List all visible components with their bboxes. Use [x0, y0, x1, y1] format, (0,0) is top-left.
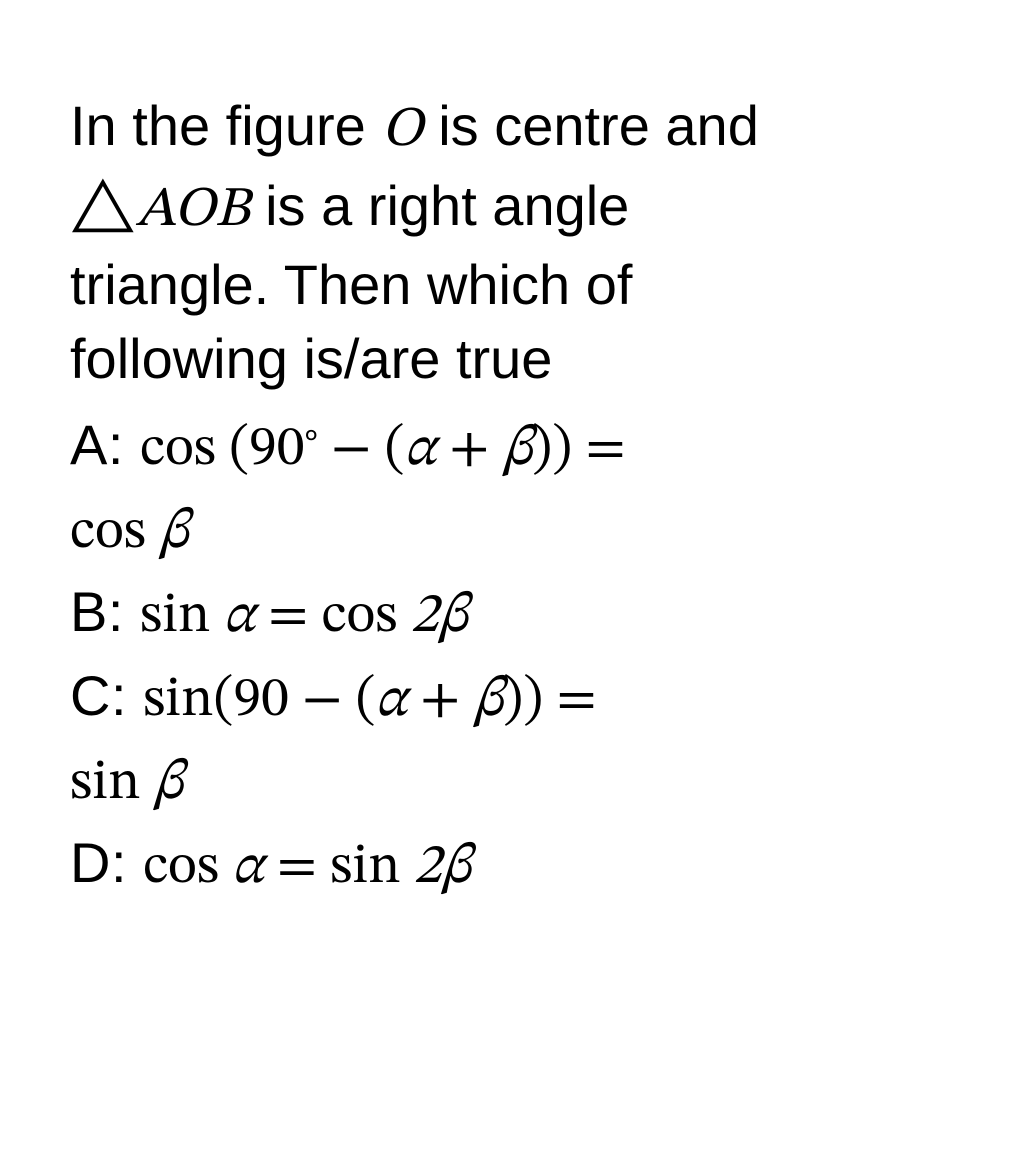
math-expr: sin(90 − ( — [143, 673, 375, 729]
triangle-name: AOB — [136, 183, 250, 239]
math-expr: )) = — [503, 673, 596, 729]
var-beta: β — [154, 756, 184, 812]
triangle-symbol: △ — [70, 183, 136, 239]
var-alpha: α — [223, 589, 254, 645]
math-eq: = — [264, 840, 331, 896]
var-beta: β — [159, 505, 189, 561]
math-fn: cos — [70, 505, 159, 561]
stem-line-3: triangle. Then which of — [70, 249, 974, 321]
math-fn: cos — [143, 840, 232, 896]
math-fn: sin — [140, 589, 224, 645]
math-fn: sin — [70, 756, 154, 812]
math-fn: sin — [330, 840, 414, 896]
option-label-b: B: — [70, 580, 140, 643]
math-expr: + — [436, 422, 503, 478]
stem-line-2: △AOB is a right angle — [70, 170, 974, 248]
answer-options: A: cos (90∘ − (α + β)) = cos β B: sin α … — [70, 409, 974, 905]
math-expr: cos (90 — [140, 422, 304, 478]
question-page: In the figure O is centre and △AOB is a … — [0, 0, 1024, 955]
question-stem: In the figure O is centre and △AOB is a … — [70, 90, 974, 395]
degree-symbol: ∘ — [304, 421, 317, 451]
math-fn: cos — [322, 589, 411, 645]
var-alpha: α — [375, 673, 406, 729]
option-a-line2: cos β — [70, 492, 974, 570]
variable-O: O — [381, 103, 422, 159]
math-expr: )) = — [532, 422, 625, 478]
var-beta: 2β — [414, 840, 471, 896]
math-expr: + — [407, 673, 474, 729]
stem-text: In the figure — [70, 94, 381, 157]
option-label-c: C: — [70, 664, 143, 727]
var-alpha: α — [405, 422, 436, 478]
option-c-line1: C: sin(90 − (α + β)) = — [70, 660, 974, 738]
var-beta: β — [474, 673, 504, 729]
stem-line-4: following is/are true — [70, 323, 974, 395]
math-expr: − ( — [318, 422, 405, 478]
stem-line-1: In the figure O is centre and — [70, 90, 974, 168]
stem-text: is centre and — [423, 94, 759, 157]
var-beta: β — [503, 422, 533, 478]
math-eq: = — [255, 589, 322, 645]
option-label-a: A: — [70, 413, 140, 476]
option-c-line2: sin β — [70, 743, 974, 821]
option-label-d: D: — [70, 831, 143, 894]
option-b: B: sin α = cos 2β — [70, 576, 974, 654]
option-a-line1: A: cos (90∘ − (α + β)) = — [70, 409, 974, 487]
option-d: D: cos α = sin 2β — [70, 827, 974, 905]
stem-text: is a right angle — [250, 174, 630, 237]
var-beta: 2β — [411, 589, 468, 645]
var-alpha: α — [232, 840, 263, 896]
